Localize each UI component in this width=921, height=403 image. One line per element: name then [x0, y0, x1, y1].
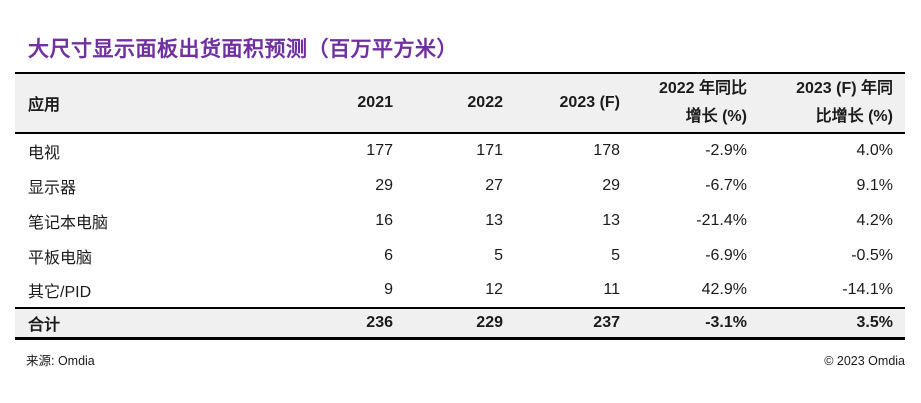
page-title: 大尺寸显示面板出货面积预测（百万平方米） — [28, 38, 458, 61]
column-header-application: 应用 — [28, 97, 61, 114]
total-yoy-2022: -3.1% — [705, 313, 747, 331]
cell-2023f: 11 — [603, 281, 620, 298]
table-row-other-pid: 其它/PID 9 12 11 42.9% -14.1% — [15, 273, 905, 308]
table-row-monitor: 显示器 29 27 29 -6.7% 9.1% — [15, 168, 905, 203]
cell-yoy-2022: 42.9% — [701, 281, 747, 298]
cell-2023f: 178 — [593, 142, 620, 159]
total-2021: 236 — [366, 313, 393, 331]
cell-2022: 27 — [485, 176, 503, 194]
copyright-note: © 2023 Omdia — [824, 354, 905, 368]
cell-2022: 12 — [485, 281, 503, 298]
cell-2021: 29 — [375, 176, 393, 194]
cell-yoy-2023f: 4.0% — [856, 142, 893, 159]
cell-2022: 5 — [494, 246, 503, 264]
source-note: 来源: Omdia — [26, 354, 95, 368]
row-label: 平板电脑 — [28, 249, 93, 267]
cell-2021: 16 — [375, 211, 393, 229]
column-header-yoy-2023f-line1: 2023 (F) 年同 — [796, 80, 893, 97]
cell-yoy-2022: -6.7% — [705, 176, 747, 194]
cell-yoy-2022: -2.9% — [705, 142, 747, 159]
cell-2022: 171 — [476, 142, 503, 159]
column-header-yoy-2022-line2: 增长 (%) — [685, 108, 747, 125]
cell-2021: 9 — [384, 281, 393, 298]
cell-2021: 6 — [384, 246, 393, 264]
column-header-2022: 2022 — [467, 94, 503, 111]
row-label: 其它/PID — [28, 284, 92, 301]
cell-2023f: 29 — [602, 176, 620, 194]
column-header-yoy-2023f: 2023 (F) 年同比增长 (%) — [747, 73, 905, 133]
column-header-yoy-2023f-line2: 比增长 (%) — [815, 108, 893, 125]
cell-yoy-2023f: 9.1% — [856, 176, 893, 194]
cell-yoy-2023f: -14.1% — [842, 281, 893, 298]
cell-yoy-2023f: 4.2% — [856, 211, 893, 229]
column-header-2021: 2021 — [357, 94, 393, 111]
table-footer: 来源: Omdia © 2023 Omdia — [26, 350, 905, 369]
cell-yoy-2022: -6.9% — [705, 246, 747, 264]
total-2023f: 237 — [593, 313, 620, 331]
cell-yoy-2023f: -0.5% — [851, 246, 893, 264]
cell-2023f: 5 — [611, 246, 620, 264]
table-row-tablet: 平板电脑 6 5 5 -6.9% -0.5% — [15, 238, 905, 273]
row-label: 笔记本电脑 — [28, 214, 109, 232]
total-2022: 229 — [476, 313, 503, 331]
cell-yoy-2022: -21.4% — [696, 211, 747, 229]
row-label: 显示器 — [28, 179, 77, 197]
row-label: 电视 — [28, 145, 61, 162]
table-header-row: 应用 2021 2022 2023 (F) 2022 年同比增长 (%) 202… — [15, 73, 905, 133]
total-label: 合计 — [28, 316, 61, 334]
column-header-yoy-2022: 2022 年同比增长 (%) — [620, 73, 747, 133]
table-total-row: 合计 236 229 237 -3.1% 3.5% — [15, 308, 905, 338]
column-header-yoy-2022-line1: 2022 年同比 — [658, 80, 747, 97]
cell-2021: 177 — [366, 142, 393, 159]
cell-2023f: 13 — [602, 211, 620, 229]
table-row-tv: 电视 177 171 178 -2.9% 4.0% — [15, 133, 905, 168]
forecast-table: 应用 2021 2022 2023 (F) 2022 年同比增长 (%) 202… — [15, 72, 905, 340]
cell-2022: 13 — [485, 211, 503, 229]
table-row-notebook: 笔记本电脑 16 13 13 -21.4% 4.2% — [15, 203, 905, 238]
total-yoy-2023f: 3.5% — [856, 313, 893, 331]
column-header-2023f: 2023 (F) — [559, 94, 620, 111]
